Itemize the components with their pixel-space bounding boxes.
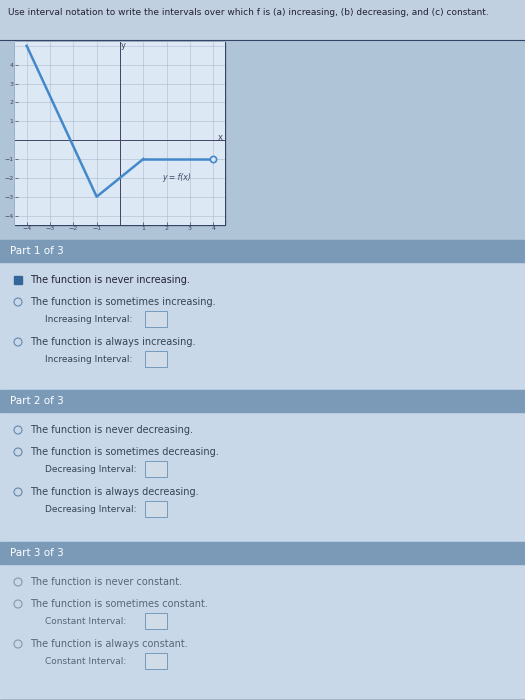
Text: The function is always constant.: The function is always constant.: [30, 639, 188, 649]
Bar: [145, 613, 167, 629]
Bar: [145, 501, 167, 517]
Text: The function is always increasing.: The function is always increasing.: [30, 337, 195, 347]
Text: The function is sometimes constant.: The function is sometimes constant.: [30, 599, 208, 609]
Bar: [145, 311, 167, 327]
Bar: [15, 42, 225, 225]
Text: Decreasing Interval:: Decreasing Interval:: [45, 505, 136, 514]
Text: The function is never decreasing.: The function is never decreasing.: [30, 425, 193, 435]
Text: Increasing Interval:: Increasing Interval:: [45, 314, 132, 323]
Text: Increasing Interval:: Increasing Interval:: [45, 354, 132, 363]
Bar: [145, 351, 167, 367]
Bar: [145, 653, 167, 669]
Text: Constant Interval:: Constant Interval:: [45, 617, 126, 626]
Text: Part 1 of 3: Part 1 of 3: [10, 246, 64, 256]
Text: Constant Interval:: Constant Interval:: [45, 657, 126, 666]
Bar: [0, 542, 525, 564]
Text: The function is never constant.: The function is never constant.: [30, 577, 182, 587]
Bar: [0, 262, 525, 397]
Bar: [14, 276, 22, 284]
Text: The function is never increasing.: The function is never increasing.: [30, 275, 190, 285]
Text: Decreasing Interval:: Decreasing Interval:: [45, 465, 136, 473]
Text: y: y: [121, 41, 126, 50]
Text: The function is sometimes decreasing.: The function is sometimes decreasing.: [30, 447, 219, 457]
Bar: [145, 461, 167, 477]
Bar: [0, 412, 525, 547]
Bar: [0, 390, 525, 412]
Bar: [0, 564, 525, 699]
Bar: [0, 0, 525, 40]
Text: The function is sometimes increasing.: The function is sometimes increasing.: [30, 297, 216, 307]
Text: y = f(x): y = f(x): [162, 174, 191, 182]
Bar: [0, 240, 525, 262]
Text: Use interval notation to write the intervals over which f is (a) increasing, (b): Use interval notation to write the inter…: [8, 8, 489, 17]
Text: Part 3 of 3: Part 3 of 3: [10, 548, 64, 558]
Bar: [15, 42, 225, 225]
Text: The function is always decreasing.: The function is always decreasing.: [30, 487, 198, 497]
Text: x: x: [218, 133, 223, 142]
Text: Part 2 of 3: Part 2 of 3: [10, 396, 64, 406]
